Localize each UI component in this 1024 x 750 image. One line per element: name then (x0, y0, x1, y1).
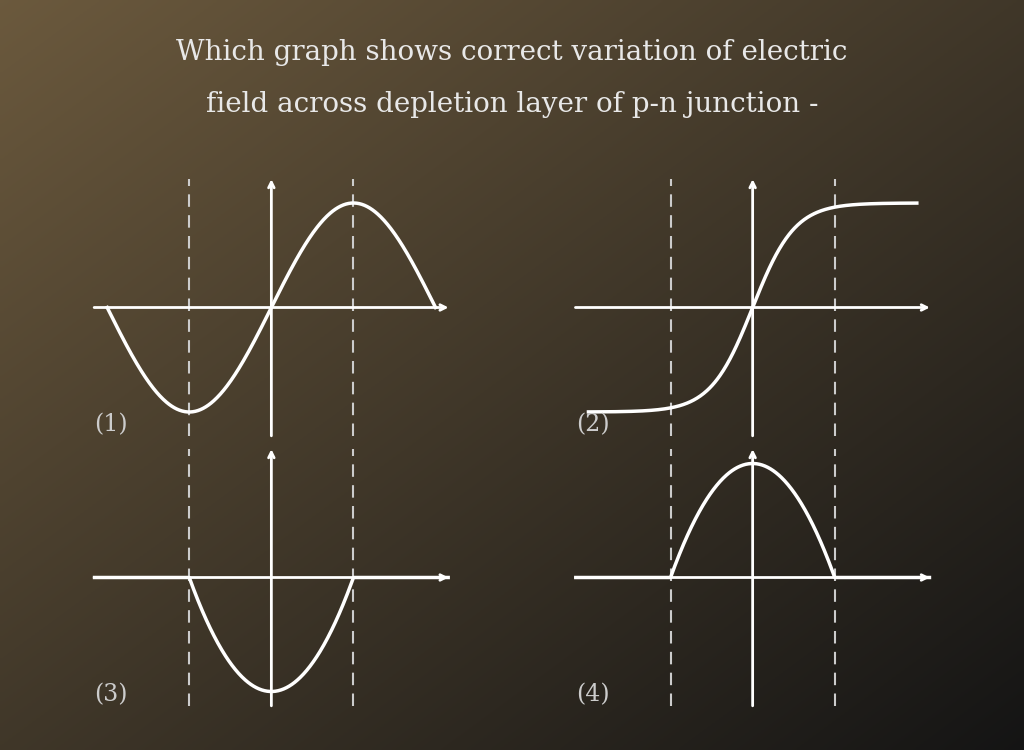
Text: (2): (2) (575, 413, 609, 436)
Text: field across depletion layer of p-n junction -: field across depletion layer of p-n junc… (206, 92, 818, 118)
Text: (4): (4) (575, 683, 609, 706)
Text: (1): (1) (94, 413, 128, 436)
Text: Which graph shows correct variation of electric: Which graph shows correct variation of e… (176, 39, 848, 66)
Text: (3): (3) (94, 683, 128, 706)
